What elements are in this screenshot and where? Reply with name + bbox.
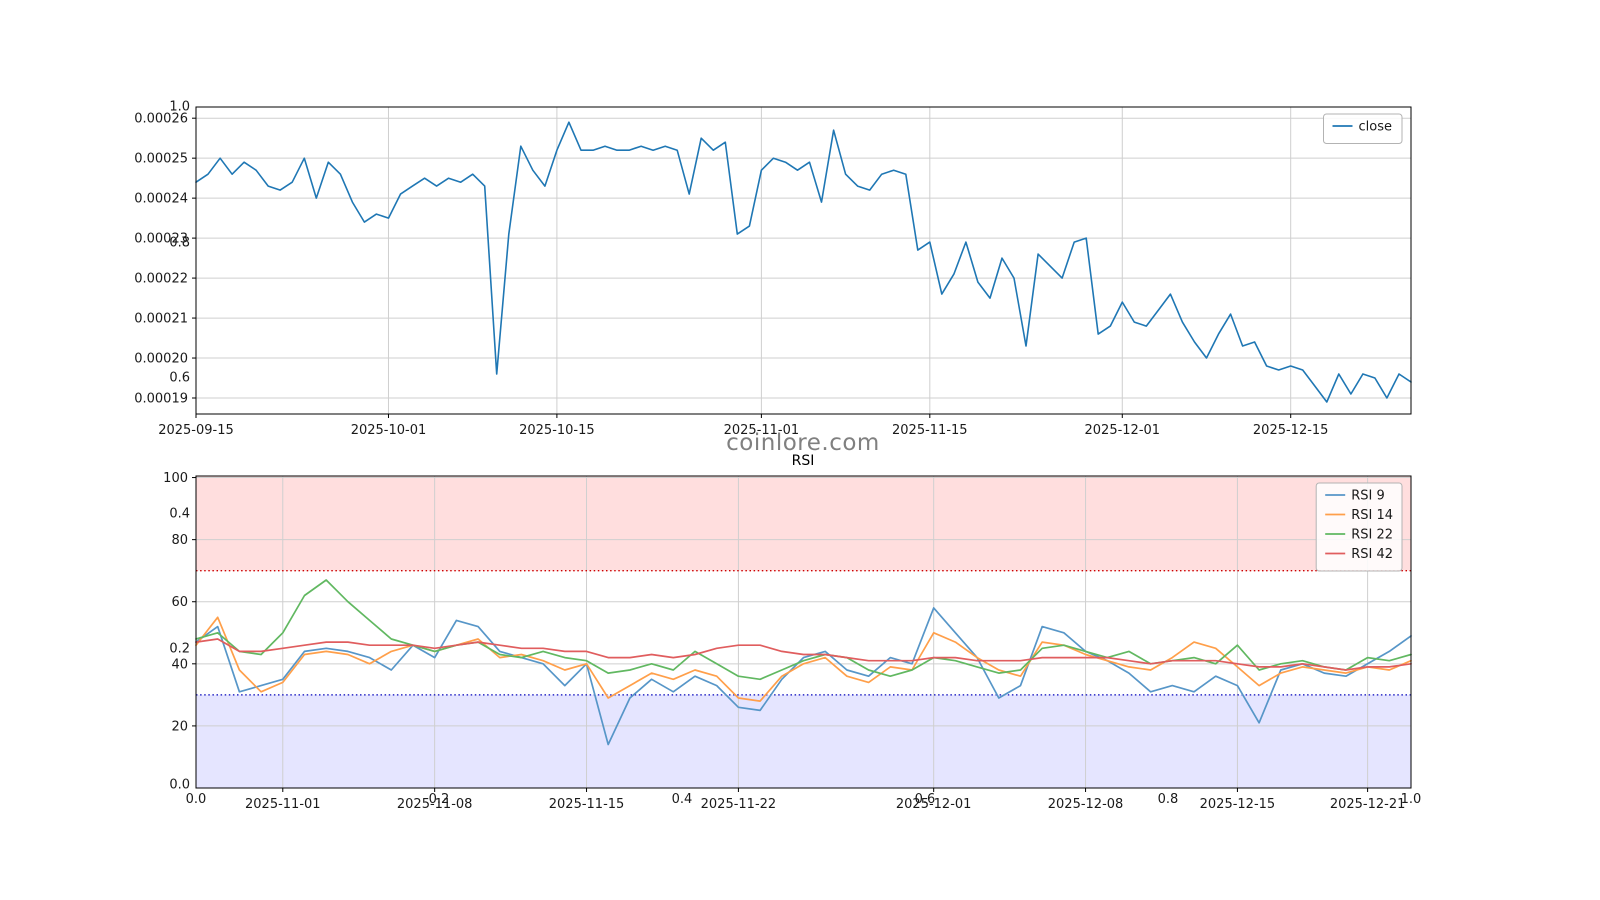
- series-line-rsi-22: [195, 579, 1412, 681]
- x-tick-label: 2025-11-22: [701, 797, 777, 812]
- x-tick-label: 2025-11-01: [245, 797, 321, 812]
- watermark: coinlore.com: [726, 430, 880, 456]
- plot-frame: [195, 106, 1412, 415]
- x-tick-label: 2025-11-15: [892, 423, 968, 438]
- x-tick-label: 2025-11-01: [724, 423, 800, 438]
- overlay-y-axis-label: 1.0: [169, 99, 190, 115]
- legend-label: RSI 14: [1351, 508, 1393, 523]
- overlay-y-axis-label: 0.0: [169, 777, 190, 793]
- series-line-rsi-42: [195, 638, 1412, 671]
- y-tick-label: 100: [163, 471, 188, 486]
- legend-box: [1323, 113, 1403, 144]
- y-tick-label: 0.00020: [134, 352, 188, 367]
- series-line-rsi-9: [195, 607, 1412, 746]
- x-tick-label: 2025-11-08: [397, 797, 473, 812]
- overlay-x-axis-label: 1.0: [1400, 792, 1422, 807]
- x-tick-label: 2025-12-15: [1253, 423, 1329, 438]
- overlay-x-axis-label: 0.4: [671, 792, 693, 807]
- y-tick-label: 0.00022: [134, 272, 188, 287]
- overlay-y-axis-label: 0.8: [169, 235, 190, 251]
- y-tick-label: 40: [171, 657, 188, 672]
- overbought-zone: [196, 476, 1411, 571]
- overlay-x-axis-label: 0.6: [914, 792, 936, 807]
- overlay-y-axis-label: 0.6: [169, 370, 190, 386]
- y-tick-label: 80: [171, 533, 188, 548]
- overlay-x-axis-label: 0.0: [185, 792, 207, 807]
- y-tick-label: 20: [171, 719, 188, 734]
- series-line-rsi-14: [195, 616, 1412, 702]
- x-tick-label: 2025-10-01: [351, 423, 427, 438]
- x-tick-label: 2025-11-15: [549, 797, 625, 812]
- legend-label: RSI 9: [1351, 489, 1385, 504]
- x-tick-label: 2025-09-15: [158, 423, 234, 438]
- x-tick-label: 2025-12-08: [1048, 797, 1124, 812]
- y-tick-label: 0.00024: [134, 192, 188, 207]
- y-tick-label: 0.00025: [134, 152, 188, 167]
- legend-label: RSI 22: [1351, 528, 1393, 543]
- legend-box: [1315, 482, 1403, 572]
- rsi-chart-title: RSI: [791, 453, 815, 469]
- y-tick-label: 0.00021: [134, 312, 188, 327]
- y-tick-label: 0.00026: [134, 112, 188, 127]
- x-tick-label: 2025-12-01: [896, 797, 972, 812]
- legend-label: RSI 42: [1351, 547, 1393, 562]
- plot-frame: [195, 475, 1412, 789]
- x-tick-label: 2025-12-01: [1085, 423, 1161, 438]
- overlay-y-axis-label: 0.4: [169, 506, 190, 522]
- oversold-zone: [196, 694, 1411, 788]
- overlay-x-axis-label: 0.2: [428, 792, 450, 807]
- x-tick-label: 2025-12-15: [1200, 797, 1276, 812]
- series-line-close: [195, 121, 1412, 403]
- y-tick-label: 0.00019: [134, 392, 188, 407]
- y-tick-label: 0.00023: [134, 232, 188, 247]
- x-tick-label: 2025-10-15: [519, 423, 595, 438]
- overlay-y-axis-label: 0.2: [169, 641, 190, 657]
- x-tick-label: 2025-12-21: [1330, 797, 1406, 812]
- y-tick-label: 60: [171, 595, 188, 610]
- legend-label: close: [1359, 120, 1392, 135]
- overlay-x-axis-label: 0.8: [1157, 792, 1179, 807]
